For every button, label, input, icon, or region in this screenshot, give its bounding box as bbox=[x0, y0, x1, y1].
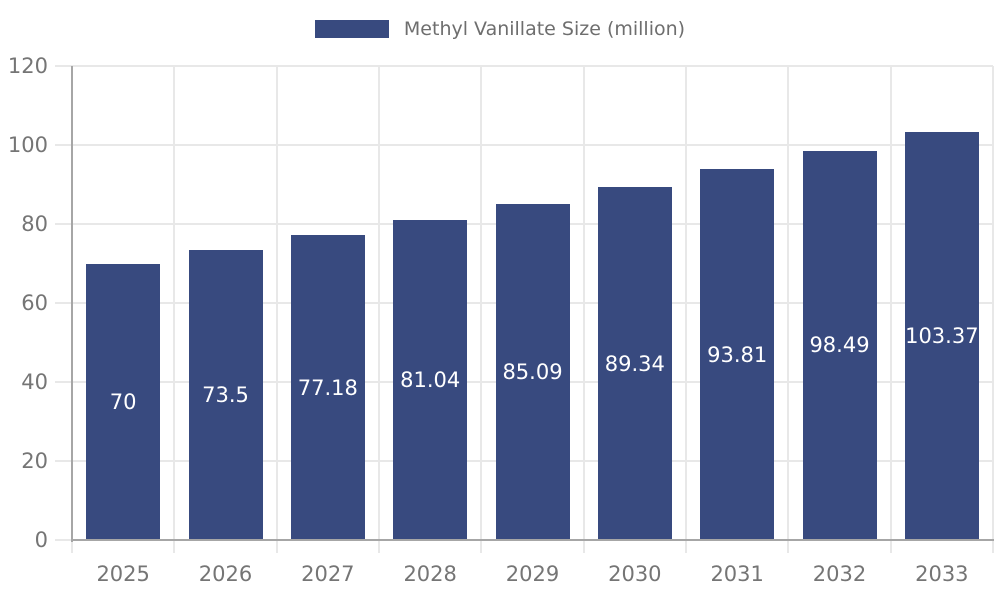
gridline-horizontal bbox=[55, 144, 993, 146]
bar-2033[interactable] bbox=[904, 131, 979, 539]
x-axis-tick-label: 2027 bbox=[301, 562, 355, 586]
x-axis-tick-label: 2032 bbox=[812, 562, 867, 586]
y-axis-tick-label: 100 bbox=[7, 133, 48, 157]
bar-2026[interactable] bbox=[188, 249, 263, 539]
x-axis-tick-label: 2031 bbox=[710, 562, 764, 586]
y-axis-tick-label: 80 bbox=[21, 212, 48, 236]
gridline-vertical bbox=[685, 66, 687, 553]
bar-2025[interactable] bbox=[86, 263, 161, 539]
legend[interactable]: Methyl Vanillate Size (million) bbox=[0, 18, 1000, 40]
bar-value-label: 73.5 bbox=[202, 382, 249, 407]
y-axis-tick-label: 0 bbox=[34, 528, 48, 552]
bar-value-label: 93.81 bbox=[707, 342, 768, 367]
x-axis-tick-label: 2030 bbox=[608, 562, 662, 586]
y-axis-tick-label: 120 bbox=[7, 54, 48, 78]
gridline-vertical bbox=[787, 66, 790, 553]
gridline-vertical bbox=[582, 66, 585, 553]
y-axis-line bbox=[71, 66, 73, 542]
bar-2027[interactable] bbox=[290, 235, 365, 539]
y-axis-tick-label: 20 bbox=[21, 449, 48, 473]
bar-value-label: 77.18 bbox=[297, 375, 358, 400]
gridline-vertical bbox=[378, 66, 380, 553]
gridline-vertical bbox=[992, 66, 994, 553]
bar-value-label: 81.04 bbox=[400, 367, 461, 392]
bar-value-label: 103.37 bbox=[905, 323, 979, 348]
gridline-horizontal bbox=[55, 65, 993, 67]
gridline-vertical bbox=[173, 66, 176, 553]
x-axis-tick-label: 2033 bbox=[915, 562, 969, 586]
gridline-vertical bbox=[889, 66, 892, 553]
legend-swatch-icon bbox=[314, 20, 389, 38]
bar-2029[interactable] bbox=[495, 203, 570, 539]
bar-value-label: 89.34 bbox=[604, 351, 665, 376]
x-axis-tick-label: 2025 bbox=[96, 562, 150, 586]
y-axis-tick-label: 60 bbox=[21, 291, 48, 315]
x-axis-tick-label: 2026 bbox=[198, 562, 253, 586]
bar-value-label: 85.09 bbox=[502, 359, 563, 384]
x-axis-line bbox=[71, 539, 994, 541]
bar-2031[interactable] bbox=[700, 169, 775, 539]
gridline-vertical bbox=[480, 66, 483, 553]
x-axis-tick-label: 2028 bbox=[403, 562, 457, 586]
bar-2032[interactable] bbox=[802, 150, 877, 539]
legend-label: Methyl Vanillate Size (million) bbox=[403, 18, 686, 40]
y-axis-tick-label: 40 bbox=[21, 370, 48, 394]
gridline-vertical bbox=[275, 66, 278, 553]
bar-value-label: 70 bbox=[109, 389, 137, 414]
bar-value-label: 98.49 bbox=[809, 333, 870, 358]
bar-2028[interactable] bbox=[393, 219, 468, 539]
x-axis-tick-label: 2029 bbox=[505, 562, 560, 586]
bar-2030[interactable] bbox=[597, 187, 672, 539]
